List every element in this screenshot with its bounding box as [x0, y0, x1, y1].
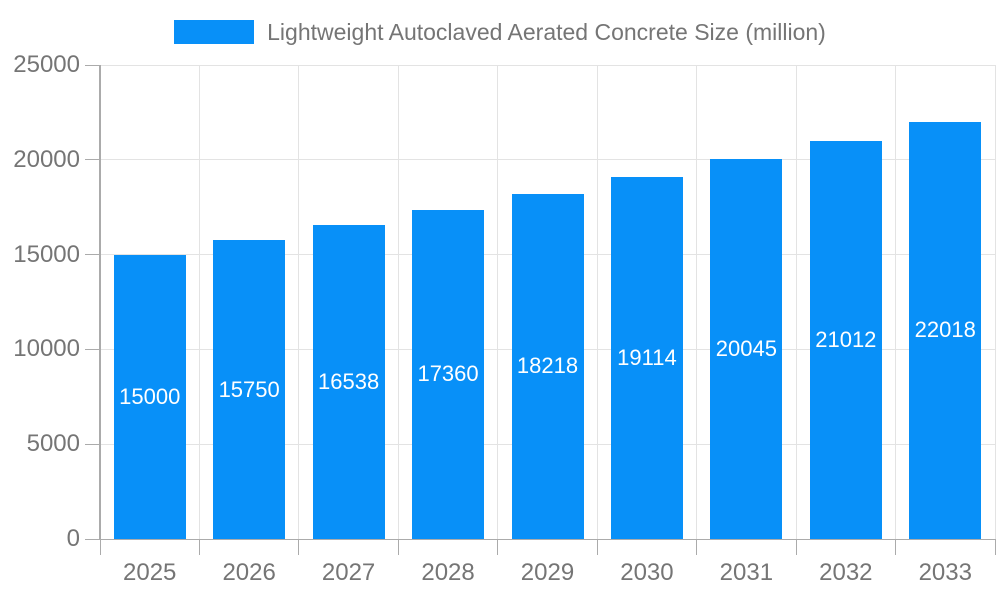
bar-value-label: 16538 — [318, 369, 380, 395]
bar-value-label: 20045 — [715, 335, 777, 361]
y-axis-line — [99, 65, 101, 540]
v-gridline — [198, 65, 200, 539]
bar[interactable] — [511, 193, 584, 539]
x-tick — [596, 539, 598, 555]
bar-value-label: 22018 — [914, 317, 976, 343]
h-gridline — [100, 64, 995, 66]
x-tick — [994, 539, 996, 555]
x-tick-label: 2030 — [620, 559, 674, 586]
bar[interactable] — [213, 240, 286, 539]
bar[interactable] — [113, 254, 186, 539]
v-gridline — [895, 65, 897, 539]
legend[interactable]: Lightweight Autoclaved Aerated Concrete … — [0, 16, 1000, 48]
x-tick — [895, 539, 897, 555]
x-tick — [795, 539, 797, 555]
x-tick-label: 2027 — [321, 559, 376, 586]
bar-value-label: 19114 — [617, 344, 677, 370]
bar-value-label: 21012 — [815, 326, 877, 352]
v-gridline — [994, 65, 996, 539]
bar[interactable] — [312, 225, 385, 539]
y-tick — [85, 159, 100, 161]
bar-value-label: 17360 — [417, 361, 479, 387]
bar[interactable] — [809, 140, 882, 539]
y-tick-label: 0 — [66, 525, 80, 552]
y-tick-label: 15000 — [13, 240, 80, 268]
x-tick-label: 2028 — [421, 559, 475, 586]
bar[interactable] — [710, 158, 783, 539]
y-tick — [85, 254, 100, 256]
legend-label: Lightweight Autoclaved Aerated Concrete … — [267, 18, 826, 45]
x-tick — [397, 539, 399, 555]
x-tick-label: 2033 — [918, 559, 972, 586]
y-tick-label: 10000 — [13, 335, 80, 363]
y-tick — [85, 443, 100, 445]
bar-value-label: 15750 — [218, 376, 280, 402]
v-gridline — [795, 65, 797, 539]
v-gridline — [298, 65, 300, 539]
h-gridline — [100, 159, 995, 161]
v-gridline — [696, 65, 698, 539]
x-tick — [298, 539, 300, 555]
x-tick-label: 2025 — [123, 559, 177, 586]
y-tick-label: 20000 — [13, 145, 80, 173]
y-tick — [85, 348, 100, 350]
v-gridline — [497, 65, 499, 539]
bar[interactable] — [412, 209, 485, 539]
x-axis-line — [85, 538, 995, 540]
x-tick — [198, 539, 200, 555]
x-tick-label: 2029 — [520, 559, 575, 586]
x-tick-label: 2026 — [222, 559, 276, 586]
v-gridline — [596, 65, 598, 539]
x-tick-label: 2032 — [819, 559, 873, 586]
bar-value-label: 15000 — [119, 383, 181, 409]
x-tick — [497, 539, 499, 555]
y-tick — [85, 64, 100, 66]
x-tick-label: 2031 — [719, 559, 774, 586]
bar-value-label: 18218 — [516, 353, 579, 379]
x-tick — [99, 539, 101, 555]
bar[interactable] — [909, 121, 982, 539]
v-gridline — [397, 65, 399, 539]
y-tick-label: 5000 — [26, 430, 80, 458]
x-tick — [696, 539, 698, 555]
legend-swatch — [174, 20, 255, 44]
y-tick-label: 25000 — [13, 51, 80, 78]
bar[interactable] — [610, 176, 683, 539]
